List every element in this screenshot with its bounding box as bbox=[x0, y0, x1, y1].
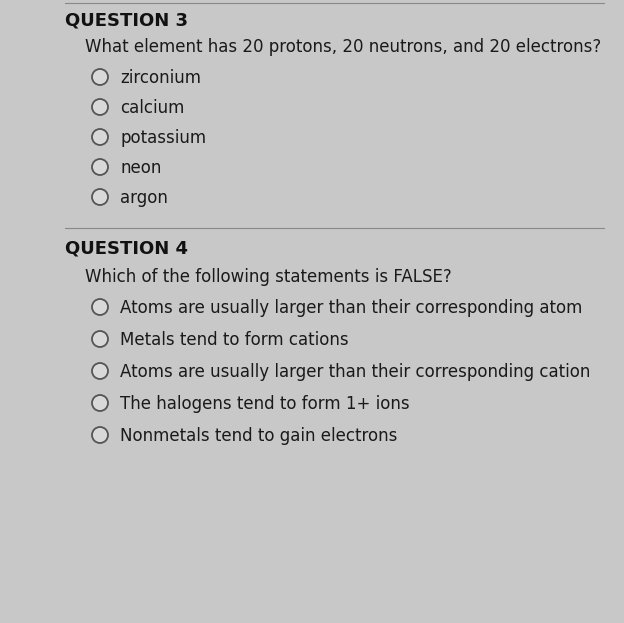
Text: zirconium: zirconium bbox=[120, 69, 201, 87]
Text: QUESTION 3: QUESTION 3 bbox=[65, 12, 188, 30]
Text: Atoms are usually larger than their corresponding cation: Atoms are usually larger than their corr… bbox=[120, 363, 590, 381]
Circle shape bbox=[92, 395, 108, 411]
Text: Which of the following statements is FALSE?: Which of the following statements is FAL… bbox=[85, 268, 452, 286]
Circle shape bbox=[92, 363, 108, 379]
Circle shape bbox=[92, 189, 108, 205]
Circle shape bbox=[92, 69, 108, 85]
Text: calcium: calcium bbox=[120, 99, 184, 117]
Circle shape bbox=[92, 159, 108, 175]
Circle shape bbox=[92, 99, 108, 115]
Circle shape bbox=[92, 129, 108, 145]
Text: QUESTION 4: QUESTION 4 bbox=[65, 240, 188, 258]
Text: The halogens tend to form 1+ ions: The halogens tend to form 1+ ions bbox=[120, 395, 409, 413]
Text: Nonmetals tend to gain electrons: Nonmetals tend to gain electrons bbox=[120, 427, 397, 445]
Text: argon: argon bbox=[120, 189, 168, 207]
Text: potassium: potassium bbox=[120, 129, 206, 147]
Circle shape bbox=[92, 299, 108, 315]
Circle shape bbox=[92, 331, 108, 347]
Text: neon: neon bbox=[120, 159, 162, 177]
Text: Atoms are usually larger than their corresponding atom: Atoms are usually larger than their corr… bbox=[120, 299, 582, 317]
Text: Metals tend to form cations: Metals tend to form cations bbox=[120, 331, 349, 349]
Circle shape bbox=[92, 427, 108, 443]
Text: What element has 20 protons, 20 neutrons, and 20 electrons?: What element has 20 protons, 20 neutrons… bbox=[85, 38, 602, 56]
